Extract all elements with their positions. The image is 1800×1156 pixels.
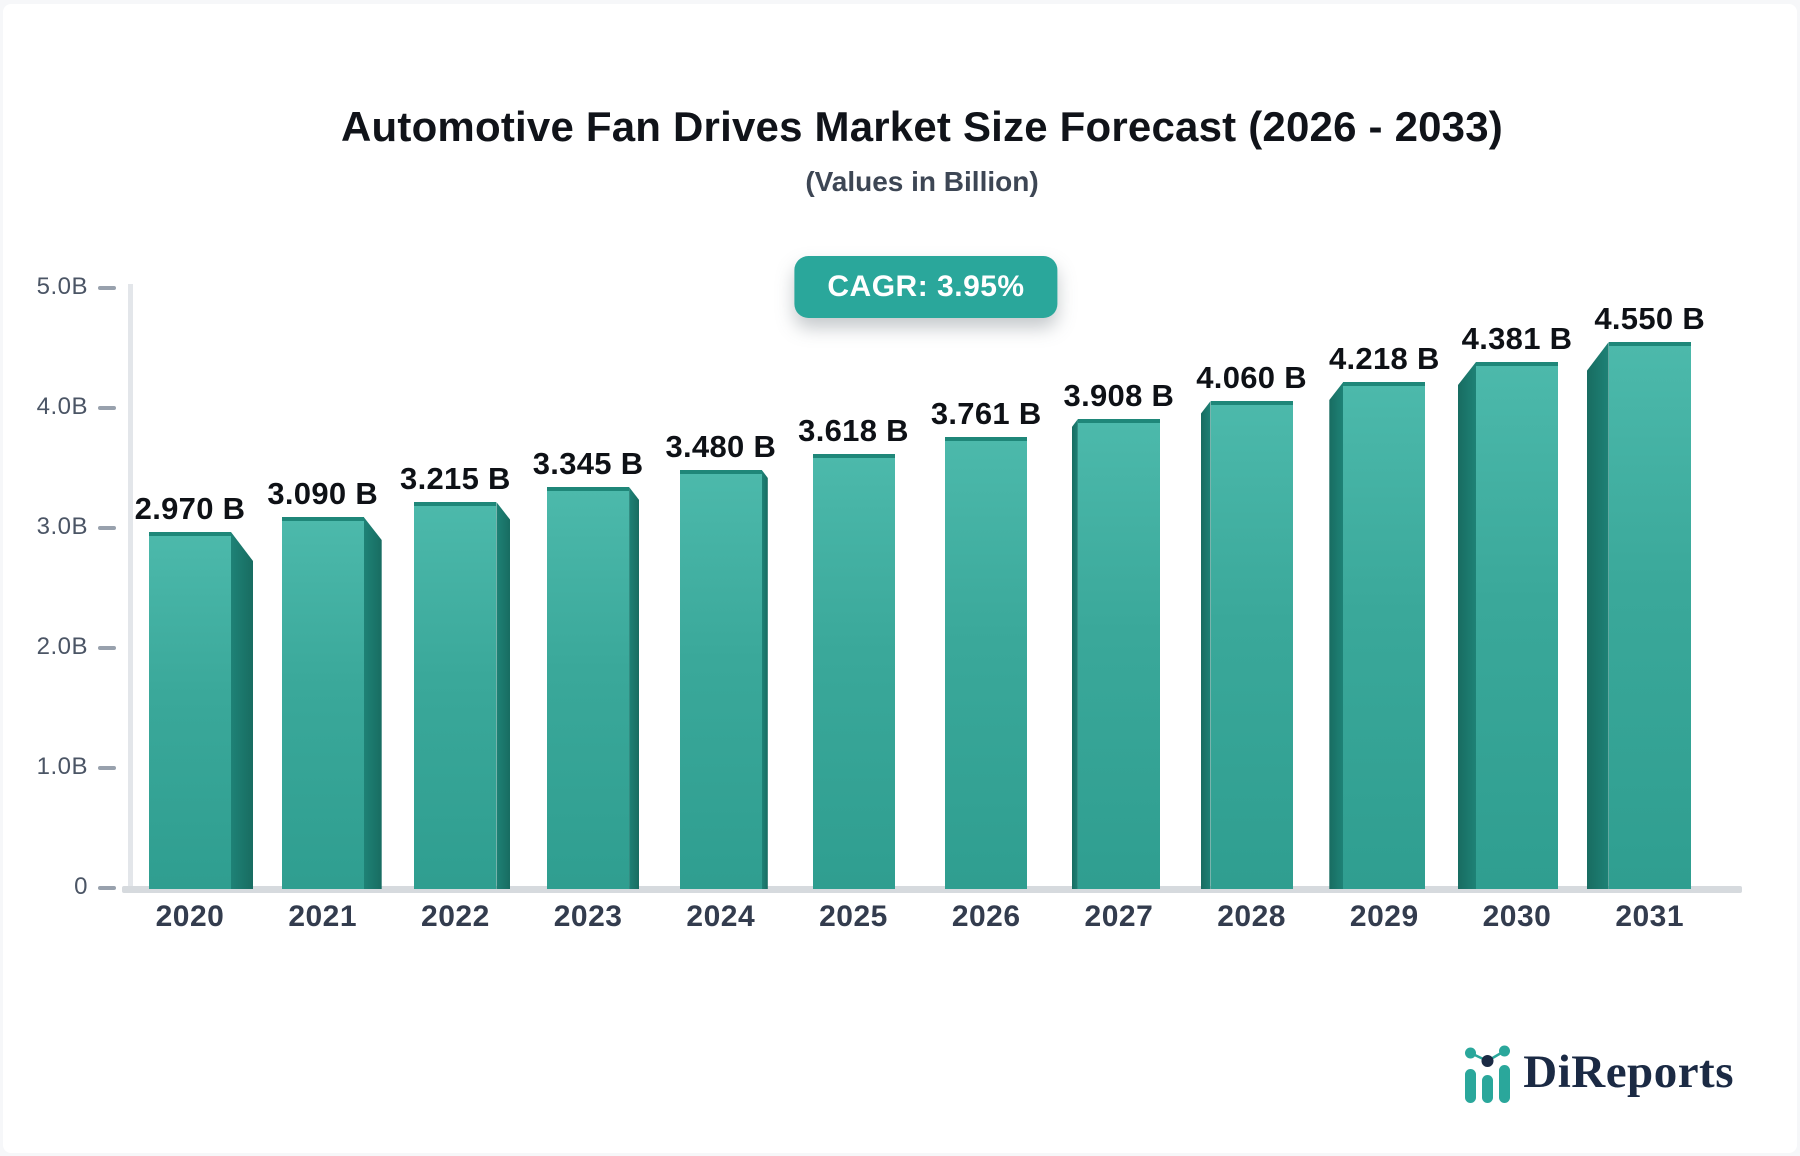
bar-2023 [547, 487, 630, 889]
value-label-2023: 3.345 B [532, 446, 644, 481]
x-tick-label-2031: 2031 [1615, 900, 1685, 933]
y-tick-mark [98, 286, 116, 290]
bar-2029 [1343, 382, 1426, 889]
bar-2021 [281, 517, 364, 889]
bar-side-2028 [1200, 401, 1211, 889]
x-tick-label-2029: 2029 [1349, 900, 1419, 933]
x-tick-label-2028: 2028 [1217, 900, 1286, 933]
value-label-2020: 2.970 B [134, 491, 246, 526]
bar-2026 [945, 437, 1028, 889]
bar-2025 [812, 454, 895, 889]
bar-2028 [1210, 401, 1293, 889]
x-tick-label-2030: 2030 [1482, 900, 1552, 933]
bar-2031 [1608, 342, 1691, 889]
x-tick-label-2025: 2025 [819, 900, 888, 933]
x-tick-label-2024: 2024 [686, 900, 756, 933]
y-tick-mark [98, 886, 116, 890]
value-label-2025: 3.618 B [798, 413, 909, 448]
x-tick-label-2021: 2021 [288, 900, 358, 933]
bar-side-2031 [1586, 342, 1609, 889]
bar-side-2022 [496, 502, 511, 889]
chart-subtitle: (Values in Billion) [805, 166, 1039, 197]
y-tick-label: 0 [74, 873, 88, 900]
bar-side-2024 [761, 470, 768, 889]
bar-2024 [679, 470, 762, 889]
cagr-badge: CAGR: 3.95% [794, 256, 1058, 318]
y-tick-label: 1.0B [36, 753, 88, 780]
x-tick-label-2022: 2022 [421, 900, 490, 933]
chart-title: Automotive Fan Drives Market Size Foreca… [341, 103, 1503, 150]
y-tick-mark [98, 766, 116, 770]
y-tick-mark [98, 646, 116, 650]
value-label-2027: 3.908 B [1063, 378, 1175, 413]
bar-side-2027 [1071, 419, 1078, 889]
value-label-2028: 4.060 B [1196, 360, 1307, 395]
x-tick-label-2026: 2026 [951, 900, 1021, 933]
value-label-2026: 3.761 B [930, 396, 1042, 431]
bar-2027 [1077, 419, 1160, 889]
bar-side-2029 [1329, 382, 1344, 889]
bar-2022 [414, 502, 497, 889]
y-tick-mark [98, 406, 116, 410]
y-axis-line [128, 284, 133, 891]
value-label-2024: 3.480 B [665, 429, 777, 464]
value-label-2021: 3.090 B [267, 476, 379, 511]
y-tick-mark [98, 526, 116, 530]
x-tick-label-2023: 2023 [553, 900, 623, 933]
bar-2030 [1476, 362, 1558, 889]
value-label-2022: 3.215 B [400, 461, 511, 496]
x-tick-label-2027: 2027 [1084, 900, 1154, 933]
bar-line-chart-icon [1465, 1045, 1511, 1103]
x-tick-label-2020: 2020 [155, 900, 225, 933]
bar-side-2030 [1458, 362, 1476, 889]
bar-side-2023 [629, 487, 640, 889]
brand-logo: DiReports [1463, 1032, 1734, 1112]
value-label-2031: 4.550 B [1594, 301, 1706, 336]
brand-logo-text: DiReports [1523, 1046, 1734, 1098]
value-label-2029: 4.218 B [1328, 341, 1440, 376]
bar-side-2020 [231, 532, 253, 889]
bar-2020 [149, 532, 231, 889]
x-axis-baseline [122, 886, 1742, 893]
bar-side-2021 [363, 517, 382, 889]
value-label-2030: 4.381 B [1461, 321, 1573, 356]
y-tick-label: 2.0B [36, 633, 88, 660]
y-tick-label: 4.0B [36, 393, 88, 420]
y-tick-label: 3.0B [36, 513, 88, 540]
y-tick-label: 5.0B [36, 273, 88, 300]
